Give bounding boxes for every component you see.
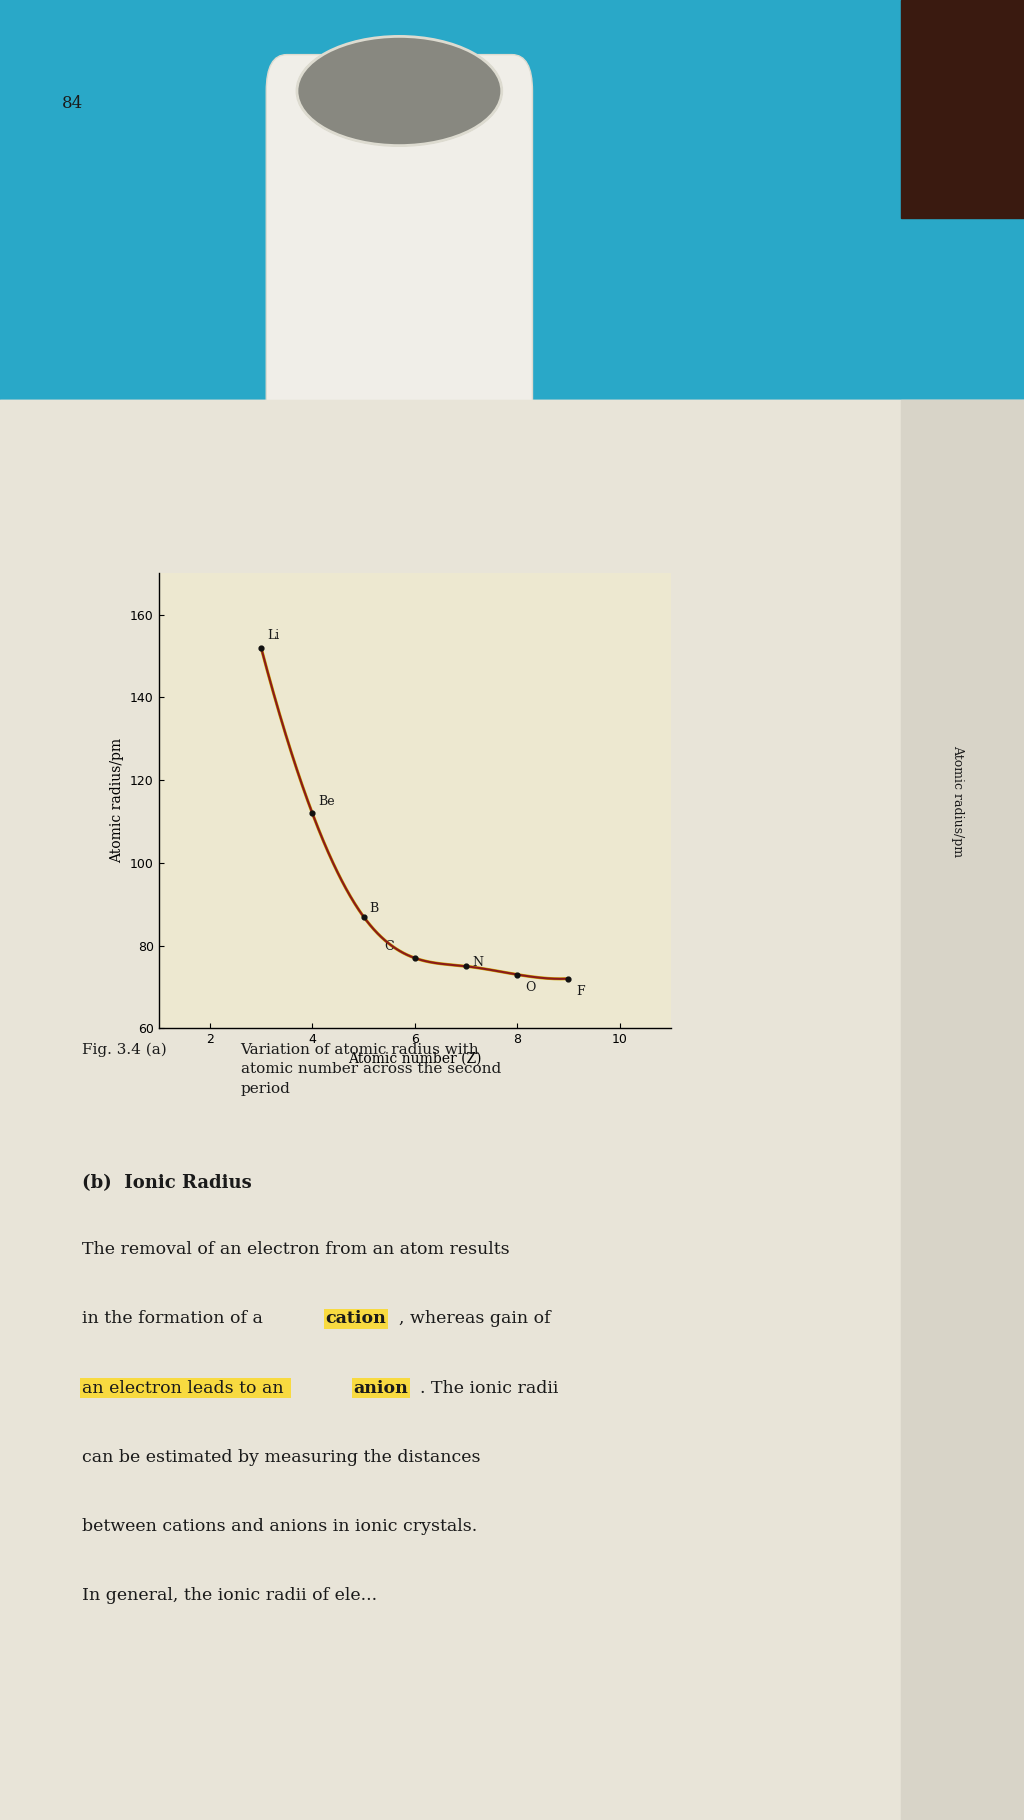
Bar xyxy=(0,400,1024,1820)
Text: Atomic radius/pm: Atomic radius/pm xyxy=(951,744,964,857)
Point xyxy=(509,959,525,988)
Text: N: N xyxy=(472,956,483,970)
Text: an electron leads to an: an electron leads to an xyxy=(82,1380,289,1396)
Text: between cations and anions in ionic crystals.: between cations and anions in ionic crys… xyxy=(82,1518,477,1534)
Text: can be estimated by measuring the distances: can be estimated by measuring the distan… xyxy=(82,1449,480,1465)
Polygon shape xyxy=(0,400,1024,692)
Text: in the formation of a: in the formation of a xyxy=(82,1310,268,1327)
Bar xyxy=(901,0,1024,218)
Ellipse shape xyxy=(297,36,502,146)
Text: cation: cation xyxy=(326,1310,386,1327)
Point xyxy=(355,903,372,932)
Point xyxy=(407,943,423,972)
Text: . The ionic radii: . The ionic radii xyxy=(420,1380,558,1396)
Text: F: F xyxy=(575,985,585,997)
Text: Variation of atomic radius with
atomic number across the second
period: Variation of atomic radius with atomic n… xyxy=(241,1043,501,1096)
Text: 84: 84 xyxy=(61,95,83,111)
Point xyxy=(253,633,269,662)
Text: Be: Be xyxy=(318,795,335,808)
Point xyxy=(458,952,474,981)
Text: O: O xyxy=(525,981,536,994)
Text: (b)  Ionic Radius: (b) Ionic Radius xyxy=(82,1174,252,1192)
Text: C: C xyxy=(384,939,393,952)
Text: The removal of an electron from an atom results: The removal of an electron from an atom … xyxy=(82,1241,510,1258)
Y-axis label: Atomic radius/pm: Atomic radius/pm xyxy=(111,739,125,863)
X-axis label: Atomic number (Z): Atomic number (Z) xyxy=(348,1052,481,1067)
Text: , whereas gain of: , whereas gain of xyxy=(399,1310,551,1327)
Text: Fig. 3.4 (a): Fig. 3.4 (a) xyxy=(82,1043,167,1057)
Point xyxy=(560,965,577,994)
Bar xyxy=(901,400,1024,1820)
FancyBboxPatch shape xyxy=(266,55,532,455)
Text: anion: anion xyxy=(353,1380,408,1396)
Bar xyxy=(0,0,1024,510)
Text: B: B xyxy=(370,903,379,915)
Text: Li: Li xyxy=(267,630,280,642)
Text: In general, the ionic radii of ele...: In general, the ionic radii of ele... xyxy=(82,1587,377,1603)
Point xyxy=(304,799,321,828)
